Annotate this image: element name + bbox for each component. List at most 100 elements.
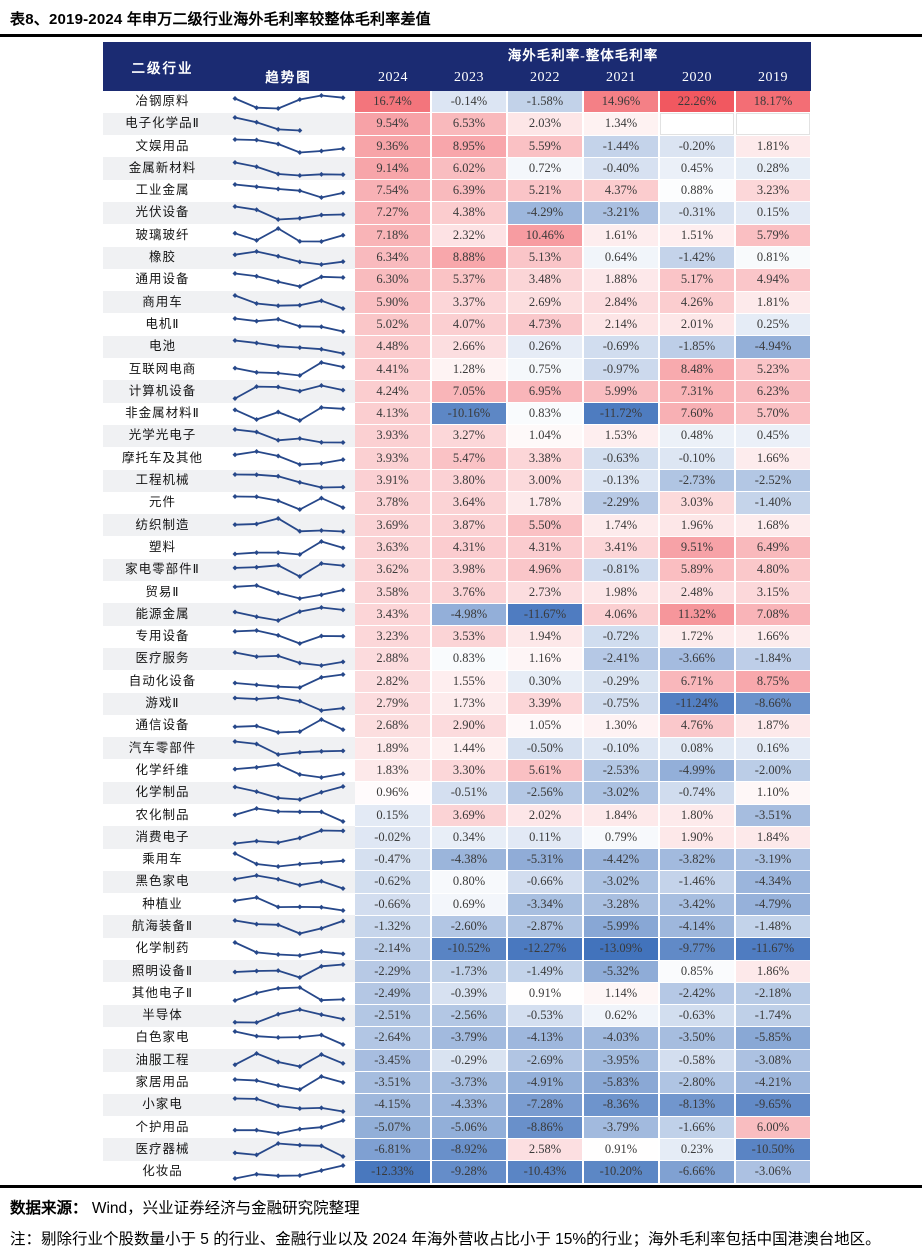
trend-sparkline — [222, 1027, 355, 1049]
industry-name: 元件 — [148, 495, 176, 510]
value-cell: -2.42% — [659, 982, 736, 1006]
value-cell: 1.55% — [431, 670, 508, 694]
value-cell: 6.53% — [431, 112, 508, 136]
value-cell: -0.02% — [355, 826, 432, 850]
value-cell: 2.03% — [507, 112, 584, 136]
value-cell: -0.10% — [659, 447, 736, 471]
trend-sparkline — [222, 715, 355, 737]
value-cell: -4.21% — [735, 1071, 813, 1095]
trend-sparkline — [222, 826, 355, 849]
value-cell: -0.29% — [431, 1049, 508, 1073]
value-cell: -4.38% — [431, 848, 508, 872]
industry-name: 医疗服务 — [103, 647, 222, 671]
value-cell: 1.96% — [659, 514, 736, 537]
industry-name: 玻璃玻纤 — [135, 227, 190, 242]
value-cell: 8.95% — [431, 135, 508, 158]
heatmap-table-container: 二级行业 趋势图 海外毛利率-整体毛利率 2024 2023 2022 2021… — [103, 42, 813, 1184]
value-cell — [659, 112, 736, 136]
industry-name: 化学制药 — [135, 941, 190, 956]
trend-sparkline — [222, 180, 355, 202]
table-row: 游戏Ⅱ 2.79% 1.73% 3.39% -0.75% -11.24% -8.66% — [103, 692, 813, 716]
industry-name: 自动化设备 — [128, 673, 197, 688]
value-cell: -0.51% — [431, 781, 508, 805]
value-cell: -1.58% — [507, 91, 584, 114]
industry-name: 农化制品 — [135, 807, 190, 822]
table-row: 元件 3.78% 3.64% 1.78% -2.29% 3.03% -1.40% — [103, 491, 813, 515]
value-cell: 4.07% — [431, 313, 508, 337]
trend-sparkline — [222, 1049, 355, 1072]
industry-name: 金属新材料 — [103, 157, 222, 180]
table-row: 纺织制造 3.69% 3.87% 5.50% 1.74% 1.96% 1.68% — [103, 514, 813, 537]
value-cell: 0.48% — [659, 424, 736, 448]
value-cell: -3.51% — [735, 804, 813, 827]
value-cell: -8.36% — [583, 1093, 660, 1117]
table-row: 摩托车及其他 3.93% 5.47% 3.38% -0.63% -0.10% 1.66% — [103, 447, 813, 471]
value-cell: -3.45% — [355, 1049, 432, 1073]
value-cell: 1.74% — [583, 514, 660, 537]
value-cell: -4.94% — [735, 335, 813, 359]
year-header-row: 2024 2023 2022 2021 2020 2019 — [103, 65, 812, 91]
value-cell: -3.73% — [431, 1071, 508, 1095]
value-cell: 1.68% — [735, 514, 813, 537]
industry-name: 化学制品 — [103, 781, 222, 804]
value-cell: 0.15% — [735, 201, 813, 225]
table-row: 黑色家电 -0.62% 0.80% -0.66% -3.02% -1.46% -4.34% — [103, 870, 813, 894]
value-cell: -8.13% — [659, 1093, 736, 1117]
data-source-line: 数据来源： Wind，兴业证券经济与金融研究院整理 — [10, 1195, 910, 1222]
value-cell: -5.85% — [735, 1026, 813, 1050]
industry-name: 工程机械 — [103, 469, 222, 492]
value-cell: 1.44% — [431, 737, 508, 760]
bottom-divider — [0, 1184, 922, 1188]
value-cell: 1.66% — [735, 447, 813, 471]
industry-name: 化学纤维 — [135, 762, 190, 777]
value-cell: -5.07% — [355, 1116, 432, 1139]
value-cell: 1.10% — [735, 781, 813, 805]
value-cell: -1.42% — [659, 246, 736, 270]
value-cell: -3.02% — [583, 870, 660, 894]
industry-name: 小家电 — [103, 1093, 222, 1117]
table-row: 白色家电 -2.64% -3.79% -4.13% -4.03% -3.50% -5.85% — [103, 1026, 813, 1050]
value-cell: -5.32% — [583, 960, 660, 983]
value-cell: 3.03% — [659, 491, 736, 515]
table-row: 光学光电子 3.93% 3.27% 1.04% 1.53% 0.48% 0.45% — [103, 424, 813, 448]
table-row: 半导体 -2.51% -2.56% -0.53% 0.62% -0.63% -1.74% — [103, 1004, 813, 1028]
value-cell: -8.86% — [507, 1116, 584, 1139]
value-cell: -3.51% — [355, 1071, 432, 1095]
industry-name: 互联网电商 — [128, 361, 197, 376]
value-cell: 1.89% — [355, 737, 432, 760]
value-cell: 5.79% — [735, 224, 813, 248]
value-cell: -2.18% — [735, 982, 813, 1006]
table-row: 光伏设备 7.27% 4.38% -4.29% -3.21% -0.31% 0.15% — [103, 201, 813, 225]
value-cell: 3.69% — [431, 804, 508, 827]
value-cell: -0.13% — [583, 469, 660, 493]
value-cell: 1.66% — [735, 625, 813, 649]
value-cell: 5.61% — [507, 759, 584, 783]
industry-name: 橡胶 — [103, 246, 222, 269]
table-row: 照明设备Ⅱ -2.29% -1.73% -1.49% -5.32% 0.85% 1.86% — [103, 960, 813, 983]
value-cell: -5.06% — [431, 1116, 508, 1139]
table-row: 家居用品 -3.51% -3.73% -4.91% -5.83% -2.80% -4.21% — [103, 1071, 813, 1095]
value-cell: -0.40% — [583, 157, 660, 181]
value-cell — [735, 112, 813, 136]
value-cell: -5.83% — [583, 1071, 660, 1095]
value-cell: 0.75% — [507, 358, 584, 381]
industry-name: 工业金属 — [135, 183, 190, 198]
value-cell: 0.69% — [431, 893, 508, 916]
value-cell: -0.74% — [659, 781, 736, 805]
value-cell: 5.21% — [507, 179, 584, 203]
value-cell: -3.06% — [735, 1160, 813, 1184]
industry-name: 冶钢原料 — [135, 94, 190, 109]
table-row: 医疗服务 2.88% 0.83% 1.16% -2.41% -3.66% -1.84% — [103, 647, 813, 671]
value-cell: -0.39% — [431, 982, 508, 1006]
value-cell: -5.99% — [583, 915, 660, 939]
trend-sparkline — [222, 201, 355, 225]
value-cell: 5.99% — [583, 380, 660, 404]
value-cell: -2.64% — [355, 1026, 432, 1050]
value-cell: 1.84% — [735, 826, 813, 850]
value-cell: 1.34% — [583, 112, 660, 136]
value-cell: -0.75% — [583, 692, 660, 716]
value-cell: 2.84% — [583, 291, 660, 314]
value-cell: 1.61% — [583, 224, 660, 248]
value-cell: -2.14% — [355, 937, 432, 961]
